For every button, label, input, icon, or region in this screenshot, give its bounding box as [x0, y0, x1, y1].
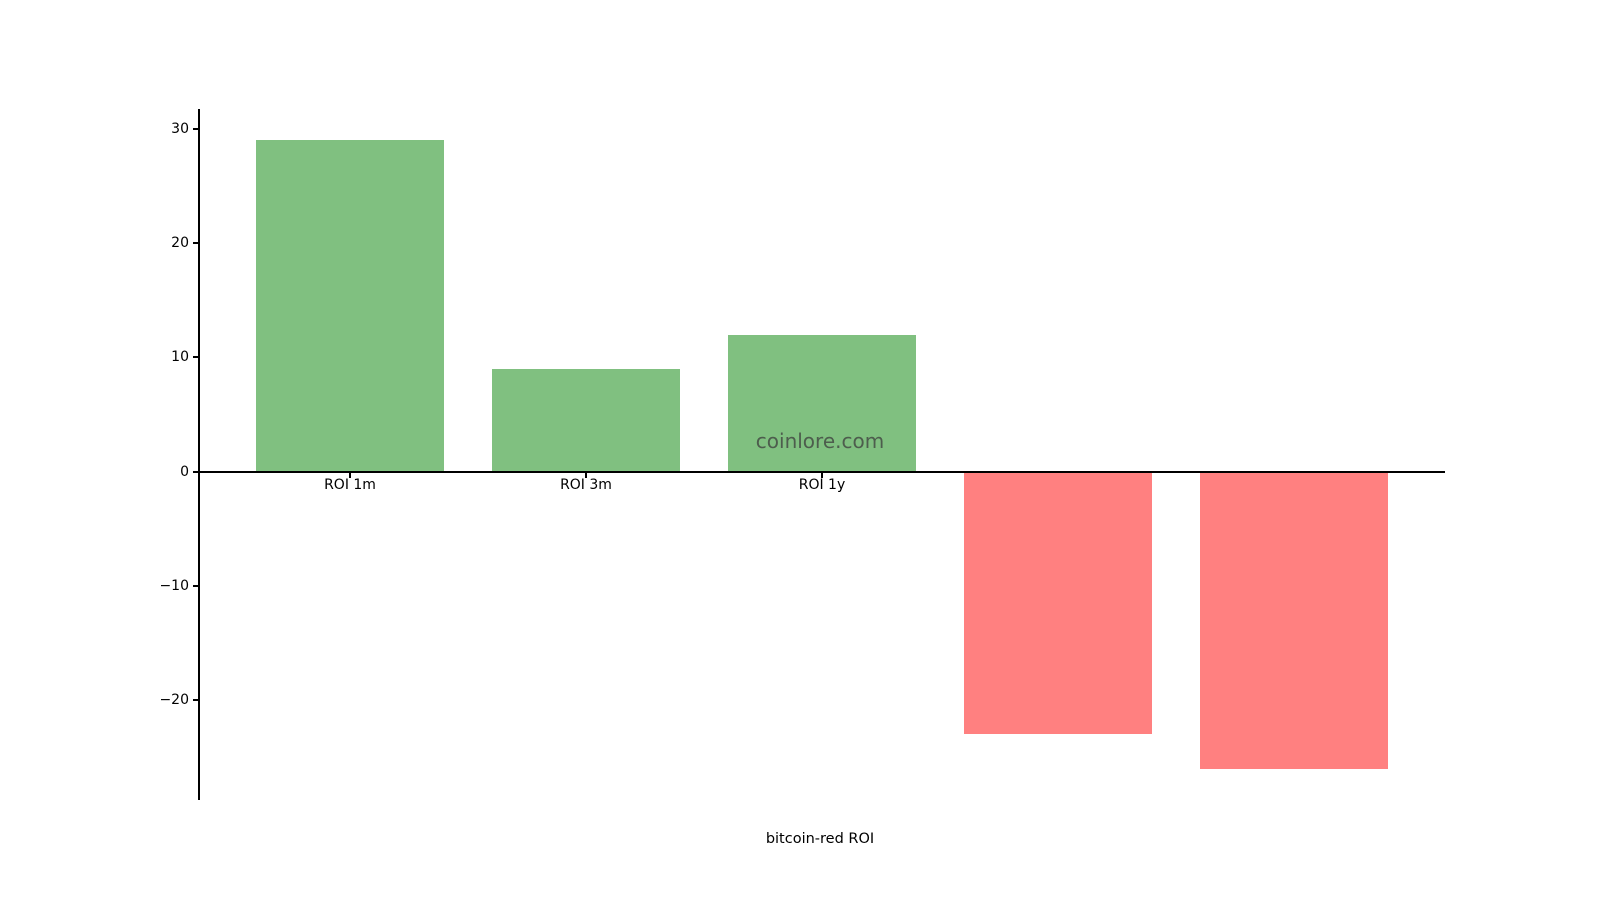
- bar-4: [963, 471, 1153, 735]
- bar-roi-3m: [491, 368, 681, 472]
- chart-title: bitcoin-red ROI: [765, 831, 875, 847]
- bar-roi-1m: [255, 140, 445, 472]
- y-tick-label: 20: [171, 235, 189, 252]
- y-tick-label: −10: [159, 577, 189, 594]
- bar-5: [1199, 471, 1389, 769]
- y-tick-mark: [193, 584, 199, 587]
- y-axis-spine: [198, 109, 200, 800]
- y-tick-label: 10: [171, 349, 189, 366]
- y-tick-mark: [193, 356, 199, 359]
- y-tick-label: −20: [159, 692, 189, 709]
- x-tick-label: ROI 3m: [560, 476, 612, 493]
- x-tick-label: ROI 1m: [324, 476, 376, 493]
- y-tick-label: 0: [180, 463, 189, 480]
- bar-roi-1y: [727, 334, 917, 472]
- x-tick-mark: [349, 471, 352, 478]
- y-tick-mark: [193, 127, 199, 130]
- x-tick-mark: [585, 471, 587, 478]
- coinlore-watermark: coinlore.com: [755, 429, 885, 453]
- x-tick-label: ROI 1y: [798, 476, 846, 493]
- y-tick-label: 30: [171, 120, 189, 137]
- y-tick-mark: [193, 470, 199, 473]
- y-tick-mark: [193, 699, 199, 702]
- y-tick-mark: [193, 242, 199, 245]
- x-tick-mark: [821, 471, 823, 478]
- x-axis-line: [199, 470, 1445, 473]
